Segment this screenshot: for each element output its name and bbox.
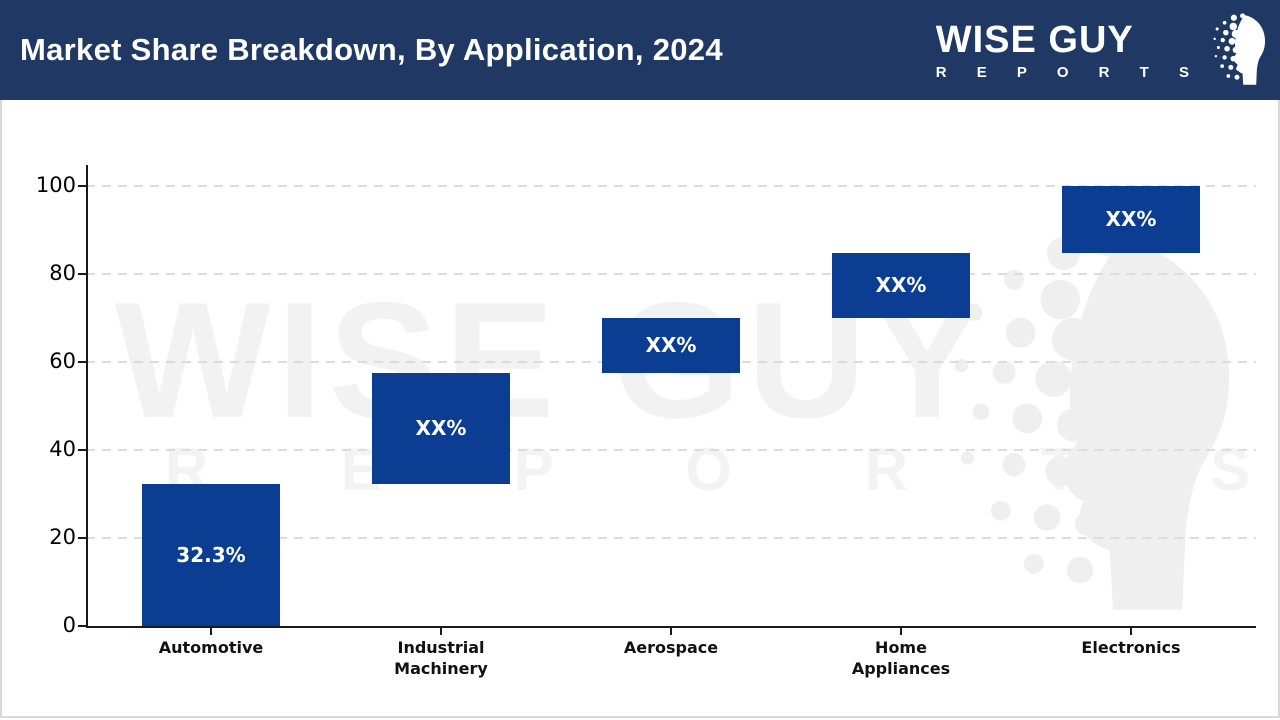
logo-wordmark: WISE GUY: [935, 18, 1134, 61]
y-tick-label-100: 100: [35, 173, 76, 197]
y-tickmark-0: [78, 625, 86, 627]
x-tickmark-home-appliances: [900, 628, 902, 635]
x-tick-label-electronics: Electronics: [1081, 638, 1181, 657]
x-tick-label-home-appliances: Home Appliances: [851, 638, 951, 678]
logo-subtitle: R E P O R T S: [935, 63, 1202, 81]
x-tick-label-industrial-machinery: Industrial Machinery: [394, 638, 488, 678]
gridline-40: [86, 449, 1256, 451]
x-tickmark-industrial-machinery: [440, 628, 442, 635]
bar-value-label-aerospace: XX%: [645, 333, 697, 358]
x-tick-label-automotive: Automotive: [158, 638, 264, 657]
y-tickmark-80: [78, 273, 86, 275]
bar-electronics: XX%: [1062, 186, 1200, 253]
y-tickmark-100: [78, 185, 86, 187]
header-bar: Market Share Breakdown, By Application, …: [0, 0, 1280, 100]
x-axis-line: [86, 626, 1256, 628]
page-title: Market Share Breakdown, By Application, …: [20, 32, 723, 67]
wiseguy-face-icon: [1213, 13, 1265, 85]
y-tick-label-40: 40: [49, 437, 76, 461]
y-tick-label-80: 80: [49, 261, 76, 285]
y-axis-line: [86, 165, 88, 628]
watermark-face-icon: [954, 230, 1230, 610]
gridline-80: [86, 273, 1256, 275]
bar-value-label-electronics: XX%: [1105, 207, 1157, 232]
y-tickmark-20: [78, 537, 86, 539]
y-tick-label-0: 0: [62, 613, 76, 637]
y-tick-label-60: 60: [49, 349, 76, 373]
gridline-100: [86, 185, 1256, 187]
bar-value-label-automotive: 32.3%: [176, 542, 246, 567]
wiseguy-logo: WISE GUY R E P O R T S: [936, 10, 1268, 90]
bar-industrial-machinery: XX%: [372, 372, 510, 484]
y-tick-label-20: 20: [49, 525, 76, 549]
bar-aerospace: XX%: [602, 318, 740, 373]
x-tickmark-aerospace: [670, 628, 672, 635]
y-tickmark-60: [78, 361, 86, 363]
x-tickmark-automotive: [210, 628, 212, 635]
x-tickmark-electronics: [1130, 628, 1132, 635]
gridline-20: [86, 537, 1256, 539]
logo-text: WISE GUY R E P O R T S: [936, 21, 1202, 80]
x-tick-label-aerospace: Aerospace: [623, 638, 719, 657]
y-tickmark-40: [78, 449, 86, 451]
bar-automotive: 32.3%: [142, 483, 280, 626]
bar-home-appliances: XX%: [832, 252, 970, 318]
bar-value-label-home-appliances: XX%: [875, 273, 927, 298]
bar-value-label-industrial-machinery: XX%: [415, 416, 467, 441]
